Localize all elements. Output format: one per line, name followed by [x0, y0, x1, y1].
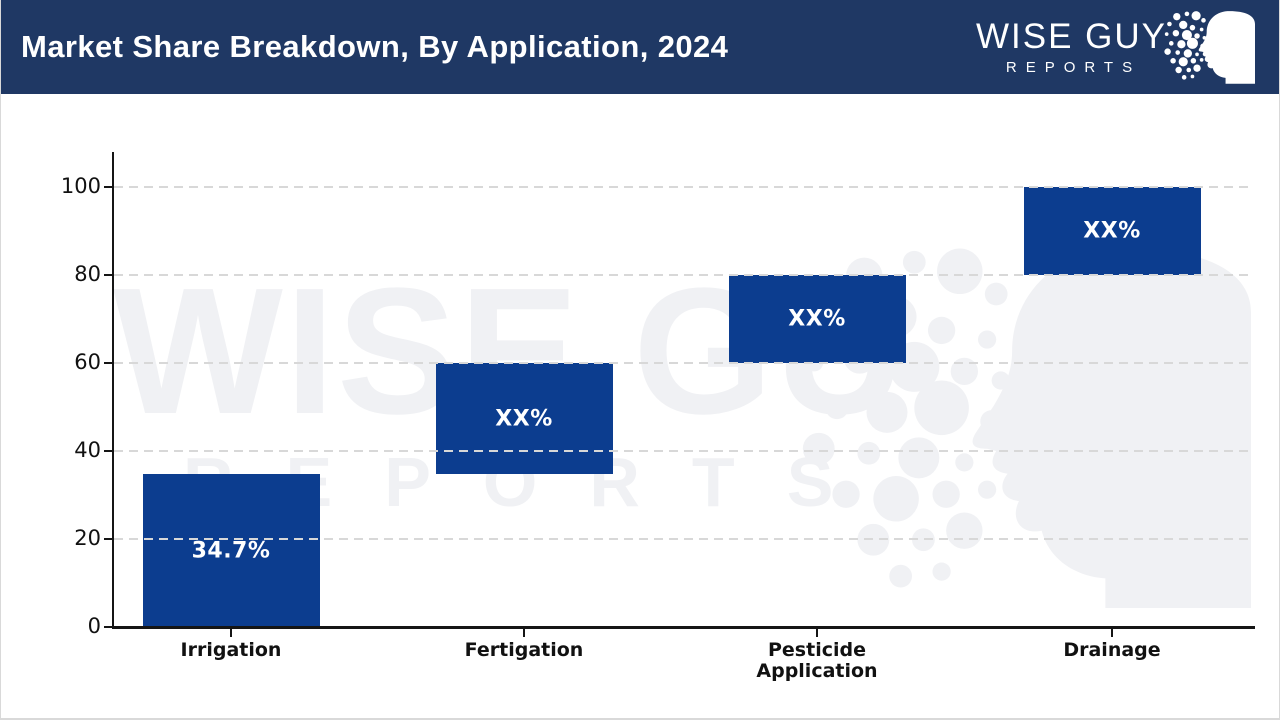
y-tick-label: 40 [74, 438, 101, 462]
header-bar: Market Share Breakdown, By Application, … [1, 0, 1279, 94]
bar-pesticide-application [728, 275, 906, 363]
gridline-80 [114, 274, 1254, 276]
bar-fertigation [435, 363, 613, 475]
bar-value-label-pesticide-application: XX% [788, 306, 846, 332]
bar-value-label-fertigation: XX% [495, 406, 553, 432]
gridline-40 [114, 450, 1254, 452]
y-tick-label: 100 [60, 174, 101, 198]
gridline-100 [114, 186, 1254, 188]
logo-wordmark: WISE GUY [975, 16, 1167, 56]
logo-text: WISE GUY REPORTS [976, 19, 1167, 76]
dotted-head-icon [1163, 4, 1255, 90]
x-tick [523, 629, 525, 637]
y-axis-line [112, 152, 114, 629]
x-tick-label-line: Irrigation [180, 639, 282, 661]
bar-value-label-drainage: XX% [1083, 218, 1141, 244]
bar-value-label-irrigation: 34.7% [191, 538, 271, 564]
x-tick [230, 629, 232, 637]
bar-irrigation [142, 474, 320, 627]
y-tick [104, 538, 113, 540]
x-tick-label-line: Pesticide [768, 639, 866, 661]
x-tick-label-irrigation: Irrigation [121, 640, 341, 661]
y-tick [104, 626, 113, 628]
y-tick [104, 362, 113, 364]
x-tick-label-fertigation: Fertigation [414, 640, 634, 661]
y-tick-label: 0 [87, 614, 101, 638]
y-tick-label: 20 [74, 526, 101, 550]
x-tick-label-drainage: Drainage [1002, 640, 1222, 661]
page-title: Market Share Breakdown, By Application, … [21, 29, 729, 64]
x-tick-label-line: Drainage [1063, 639, 1161, 661]
x-tick-label-pesticide-application: Pesticide Application [707, 640, 927, 682]
gridline-20 [114, 538, 1254, 540]
x-tick [816, 629, 818, 637]
wise-guy-reports-logo: WISE GUY REPORTS [976, 4, 1255, 90]
x-axis-line [112, 626, 1255, 629]
y-tick-label: 60 [74, 350, 101, 374]
gridline-60 [114, 362, 1254, 364]
logo-subtitle: REPORTS [1005, 58, 1142, 76]
x-tick [1111, 629, 1113, 637]
x-tick-label-line: Fertigation [464, 639, 584, 661]
bar-drainage [1023, 187, 1201, 275]
y-tick-label: 80 [74, 262, 101, 286]
x-tick-label-line: Application [756, 660, 878, 682]
y-tick [104, 450, 113, 452]
y-tick [104, 274, 113, 276]
y-tick [104, 186, 113, 188]
